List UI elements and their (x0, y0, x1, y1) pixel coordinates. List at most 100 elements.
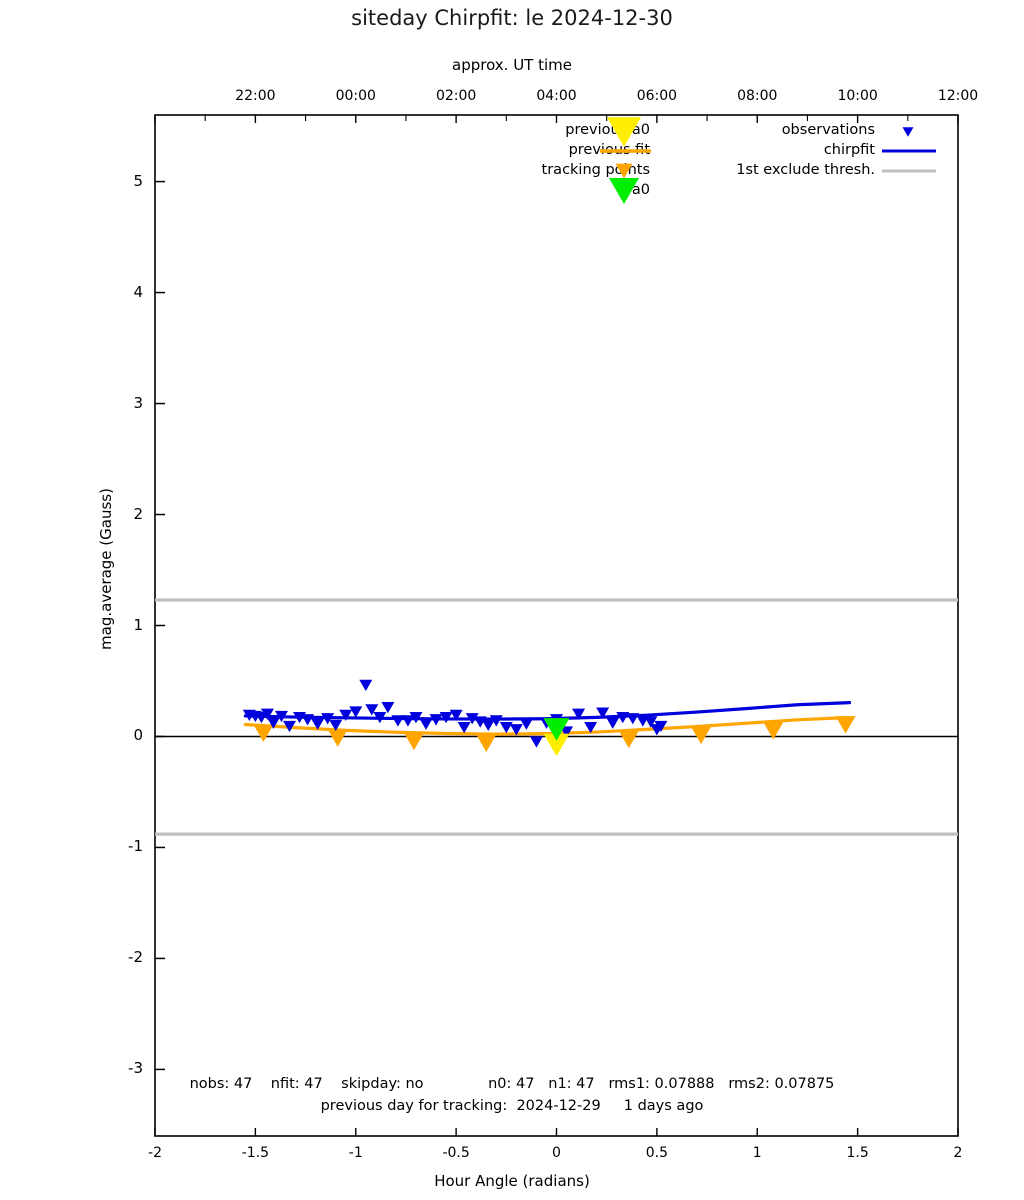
plot-frame (154, 114, 959, 1137)
top-tick-label: 10:00 (837, 88, 878, 104)
observation-marker (473, 716, 487, 728)
observation-marker (644, 716, 658, 728)
observation-marker (636, 715, 650, 727)
y-tick-label: 3 (133, 393, 143, 412)
x-tick-label: -1.5 (241, 1145, 270, 1161)
legend-item-previous-fit[interactable]: previous fit (568, 142, 650, 158)
observation-marker (260, 708, 274, 720)
observation-marker (529, 736, 543, 748)
legend-item-exclude-thresh[interactable]: 1st exclude thresh. (736, 162, 875, 178)
observation-marker (539, 717, 553, 729)
y-tick-label: -2 (128, 948, 143, 967)
observation-marker (381, 701, 395, 714)
x-tick-label: 1.5 (846, 1145, 869, 1161)
observation-marker (401, 715, 415, 727)
y-tick-label: 0 (133, 726, 143, 745)
top-tick-label: 02:00 (435, 88, 477, 104)
observation-marker (321, 713, 335, 725)
x-tick-label: 0.5 (645, 1145, 668, 1161)
observation-marker (429, 714, 443, 726)
a0-marker (543, 718, 570, 741)
legend-item-a0[interactable]: a0 (631, 182, 650, 198)
observation-marker (509, 724, 523, 736)
observation-marker (650, 724, 664, 736)
observation-marker (349, 706, 363, 718)
observation-marker (596, 707, 610, 719)
legend-left: previous a0 previous fit tracking points… (440, 120, 650, 200)
chirpfit-line (243, 701, 852, 721)
x-tick-label: -0.5 (442, 1145, 470, 1161)
y-tick-label: -1 (128, 837, 143, 856)
tracking-point-marker (763, 722, 784, 740)
observation-marker (266, 717, 280, 729)
observation-marker (391, 715, 405, 727)
observation-marker (626, 713, 640, 725)
observation-marker (550, 714, 563, 726)
observation-marker (616, 711, 630, 724)
tracking-point-marker (253, 724, 274, 742)
tracking-point-marker (546, 733, 567, 752)
tracking-point-marker (691, 726, 712, 745)
y-tick-label: 1 (133, 615, 143, 634)
observation-marker (606, 717, 620, 729)
top-tick-label: 00:00 (335, 88, 376, 104)
y-tick-label: 4 (133, 282, 143, 301)
previous-a0-marker (543, 733, 570, 757)
tracking-point-marker (618, 730, 639, 749)
tracking-point-marker (327, 729, 348, 747)
observation-marker (457, 721, 471, 734)
observation-marker (373, 711, 387, 724)
observation-marker (329, 719, 343, 732)
x-tick-label: 1 (752, 1145, 762, 1161)
x-tick-label: 2 (953, 1145, 963, 1161)
top-tick-label: 08:00 (737, 88, 778, 104)
observation-marker (283, 720, 297, 733)
legend-item-previous-a0[interactable]: previous a0 (565, 122, 650, 138)
top-tick-label: 22:00 (235, 88, 276, 104)
y-tick-label: 5 (133, 171, 143, 190)
top-tick-label: 06:00 (636, 88, 678, 104)
observation-marker (365, 704, 379, 716)
observation-marker (293, 711, 307, 724)
top-tick-label: 04:00 (536, 88, 577, 104)
x-tick-label: -1 (348, 1145, 363, 1161)
tracking-point-marker (403, 732, 424, 751)
observation-marker (499, 721, 513, 734)
observation-marker (465, 713, 479, 725)
observation-marker (419, 718, 433, 730)
x-axis-label: Hour Angle (radians) (434, 1172, 590, 1190)
top-tick-label: 12:00 (937, 88, 979, 104)
annotation-previous-day: previous day for tracking: 2024-12-29 1 … (320, 1098, 704, 1114)
observation-marker (242, 709, 256, 722)
y-axis-label: mag.average (Gauss) (97, 488, 115, 650)
observation-marker (654, 720, 668, 733)
top-axis-label: approx. UT time (452, 56, 572, 74)
observation-marker (248, 710, 262, 723)
observation-marker (359, 679, 373, 692)
observation-marker (449, 709, 463, 722)
legend-item-tracking-points[interactable]: tracking points (541, 162, 650, 178)
tracking-point-marker (476, 734, 497, 752)
legend-item-chirpfit[interactable]: chirpfit (823, 142, 875, 158)
observation-marker (274, 710, 288, 723)
observation-marker (560, 726, 574, 738)
tracking-point-marker (835, 716, 856, 734)
y-tick-label: 2 (133, 504, 143, 523)
y-tick-label: -3 (128, 1059, 143, 1078)
x-tick-label: 0 (552, 1145, 561, 1161)
page-title: siteday Chirpfit: le 2024-12-30 (351, 6, 673, 30)
observation-marker (311, 718, 325, 730)
legend-item-observations[interactable]: observations (781, 122, 875, 138)
observation-marker (439, 711, 453, 724)
observation-marker (301, 714, 315, 726)
legend-marker-observations (902, 127, 914, 137)
observation-marker (519, 718, 533, 730)
observation-marker (409, 711, 423, 724)
legend-right: observations chirpfit 1st exclude thresh… (660, 120, 875, 180)
observation-marker (584, 721, 598, 734)
observation-marker (572, 708, 586, 720)
x-tick-label: -2 (148, 1145, 162, 1161)
observation-marker (481, 719, 495, 732)
observation-marker (254, 711, 268, 724)
